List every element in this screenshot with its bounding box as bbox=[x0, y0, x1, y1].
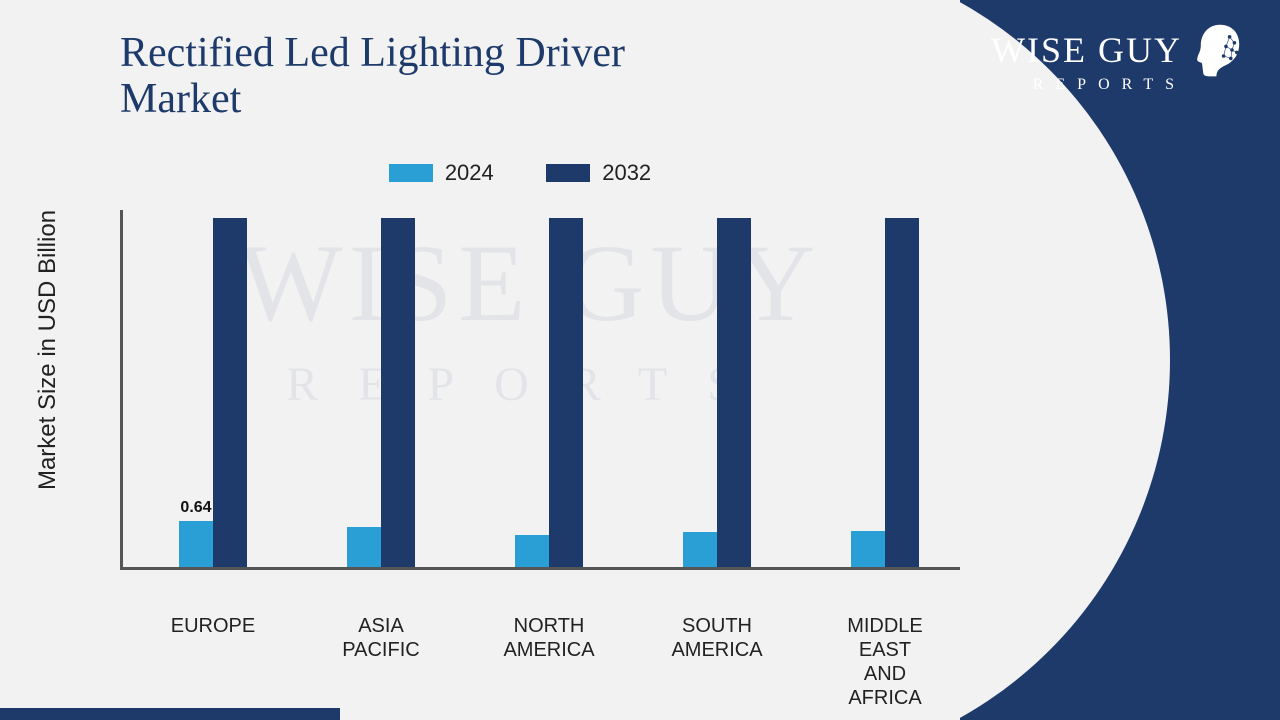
category-label: EUROPE bbox=[138, 614, 288, 638]
plot-area: 0.64EUROPEASIAPACIFICNORTHAMERICASOUTHAM… bbox=[120, 210, 960, 570]
category-label: SOUTHAMERICA bbox=[642, 614, 792, 662]
head-icon bbox=[1190, 20, 1250, 80]
category-label: MIDDLEEASTANDAFRICA bbox=[810, 614, 960, 710]
category-label: ASIAPACIFIC bbox=[306, 614, 456, 662]
bar-value-label: 0.64 bbox=[166, 499, 226, 517]
bar-2024 bbox=[683, 532, 717, 567]
bar-2024 bbox=[347, 527, 381, 567]
legend-swatch-2024 bbox=[389, 164, 433, 182]
legend-swatch-2032 bbox=[546, 164, 590, 182]
bar-2032 bbox=[381, 218, 415, 567]
legend-label-2032: 2032 bbox=[602, 160, 651, 186]
bar-2032 bbox=[717, 218, 751, 567]
y-axis-label: Market Size in USD Billion bbox=[34, 170, 62, 530]
brand-logo: WISE GUY REPORTS bbox=[991, 20, 1250, 94]
chart-legend: 2024 2032 bbox=[80, 160, 960, 187]
bar-2024 bbox=[179, 521, 213, 567]
page-title: Rectified Led Lighting Driver Market bbox=[120, 30, 740, 122]
legend-item-2024: 2024 bbox=[389, 160, 494, 186]
bar-2032 bbox=[885, 218, 919, 567]
bar-2024 bbox=[851, 531, 885, 567]
bottom-accent-bar bbox=[0, 708, 340, 720]
legend-label-2024: 2024 bbox=[445, 160, 494, 186]
bar-2024 bbox=[515, 535, 549, 567]
right-brand-panel bbox=[960, 0, 1280, 720]
legend-item-2032: 2032 bbox=[546, 160, 651, 186]
bar-2032 bbox=[549, 218, 583, 567]
category-label: NORTHAMERICA bbox=[474, 614, 624, 662]
logo-main-text: WISE GUY bbox=[991, 29, 1182, 71]
